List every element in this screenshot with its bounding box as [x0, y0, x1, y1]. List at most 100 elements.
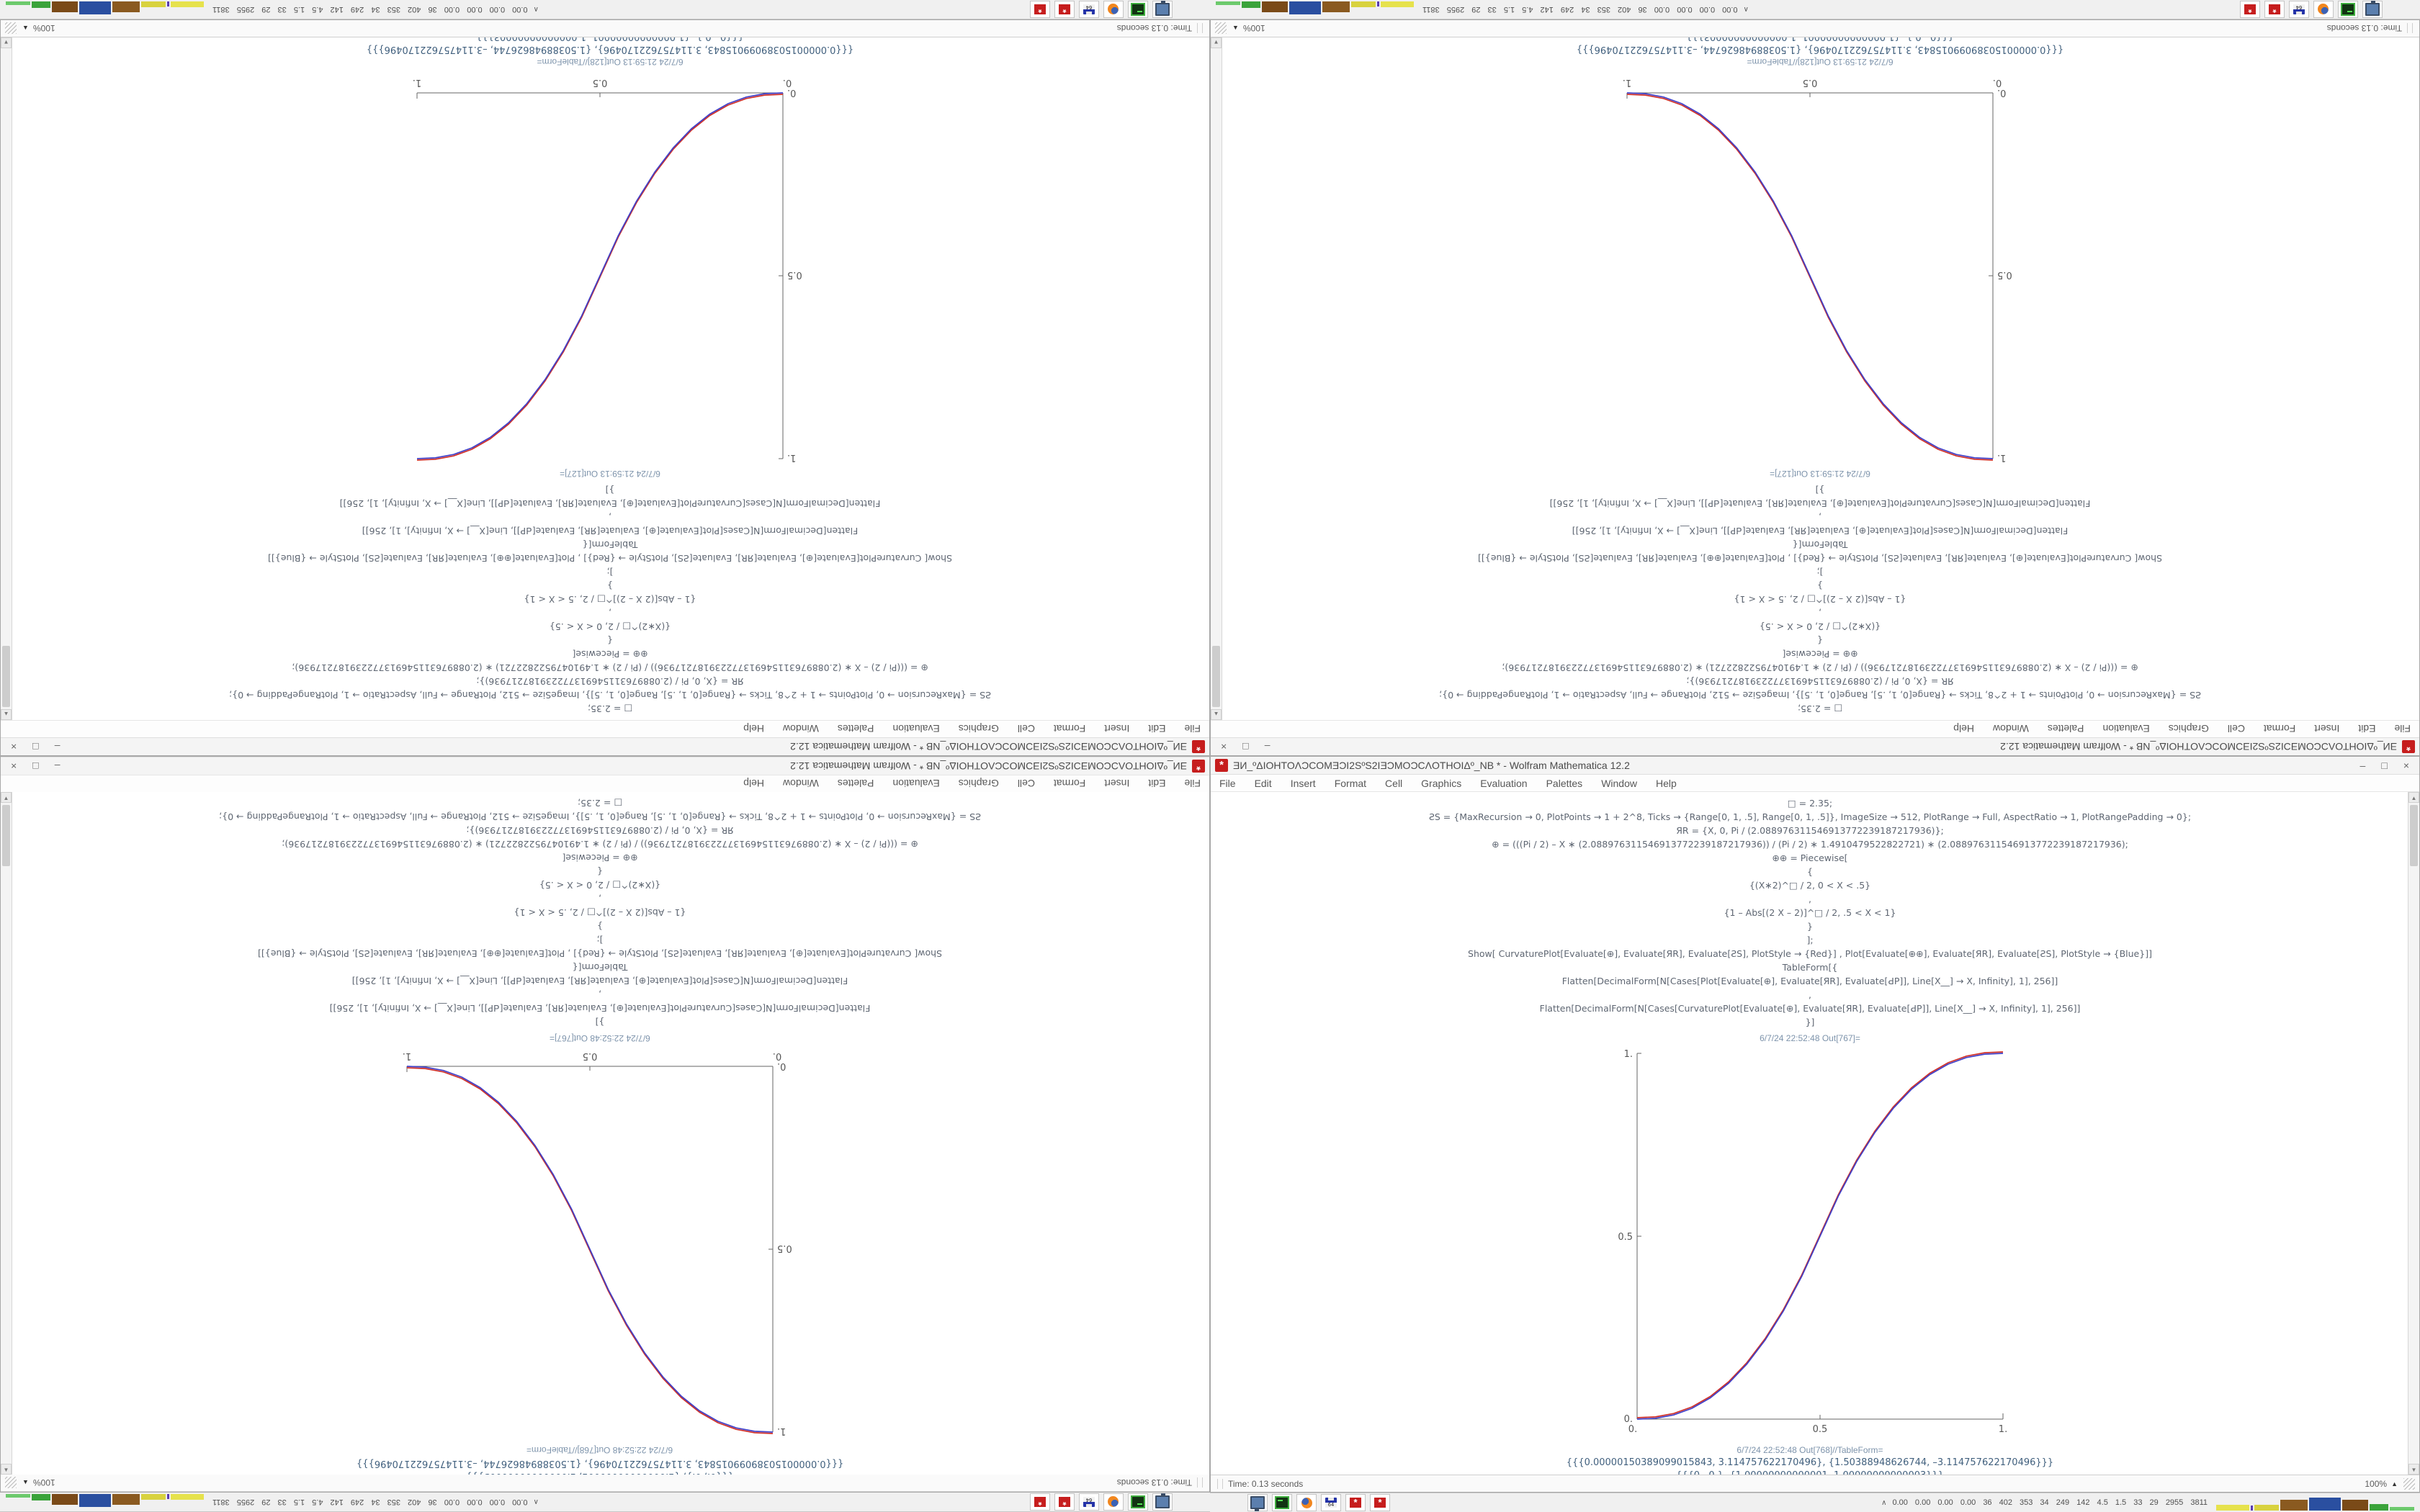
- code-line[interactable]: {1 – Abs[(2 X – 2)]^□ / 2, .5 < X < 1}: [1734, 594, 1906, 605]
- code-line[interactable]: Show[ CurvaturePlot[Evaluate[⊕], Evaluat…: [258, 948, 942, 959]
- code-line[interactable]: }]: [1805, 1017, 1815, 1027]
- taskbar-launcher-computer[interactable]: [1247, 1494, 1268, 1511]
- code-line[interactable]: ];: [1816, 567, 1824, 577]
- code-line[interactable]: }]: [605, 485, 615, 495]
- code-line[interactable]: ⊕ = (((Pi / 2) – X ∗ (2.0889763115469137…: [292, 662, 928, 673]
- show-hidden-icons-chevron[interactable]: ∧: [1881, 1498, 1887, 1507]
- menu-item[interactable]: Insert: [1104, 723, 1130, 735]
- vertical-scrollbar[interactable]: ▲ ▼: [2408, 792, 2419, 1475]
- code-line[interactable]: Flatten[DecimalForm[N[Cases[Plot[Evaluat…: [362, 526, 859, 536]
- menu-item[interactable]: Format: [1053, 723, 1086, 735]
- input-cell-code[interactable]: □ = 2.35; ƧS = {MaxRecursion → 0, PlotPoi…: [4, 796, 1196, 1029]
- taskbar-launcher-terminal[interactable]: [1272, 1494, 1292, 1511]
- minimize-button[interactable]: –: [54, 760, 60, 772]
- scrollbar-thumb[interactable]: [2, 646, 10, 707]
- menu-item[interactable]: Edit: [1148, 778, 1166, 790]
- code-line[interactable]: ,: [599, 894, 601, 904]
- show-hidden-icons-chevron[interactable]: ∧: [533, 5, 539, 14]
- code-line[interactable]: {(X∗2)^□ / 2, 0 < X < .5}: [549, 621, 671, 632]
- code-line[interactable]: {1 – Abs[(2 X – 2)]^□ / 2, .5 < X < 1}: [1724, 907, 1896, 918]
- menu-item[interactable]: Format: [1334, 777, 1367, 789]
- minimize-button[interactable]: –: [54, 741, 60, 752]
- code-line[interactable]: □ = 2.35;: [587, 703, 633, 714]
- code-line[interactable]: ЯR = {X, 0, Pi / (2.08897631154691377223…: [1686, 676, 1954, 687]
- code-line[interactable]: ƧS = {MaxRecursion → 0, PlotPoints → 1 +…: [228, 690, 992, 701]
- menu-item[interactable]: Palettes: [837, 723, 874, 735]
- code-line[interactable]: }: [597, 921, 603, 932]
- code-line[interactable]: ,: [1819, 608, 1821, 618]
- code-line[interactable]: {1 – Abs[(2 X – 2)]^□ / 2, .5 < X < 1}: [514, 907, 686, 918]
- scroll-up-icon[interactable]: ▲: [2408, 792, 2419, 803]
- menu-item[interactable]: Palettes: [2047, 723, 2084, 735]
- scrollbar-thumb[interactable]: [2410, 805, 2418, 866]
- code-line[interactable]: ƧS = {MaxRecursion → 0, PlotPoints → 1 +…: [218, 811, 982, 822]
- vertical-scrollbar[interactable]: ▲ ▼: [1211, 37, 1222, 720]
- code-line[interactable]: ,: [1809, 989, 1811, 1000]
- notebook-area[interactable]: □ = 2.35; ƧS = {MaxRecursion → 0, PlotPoi…: [1, 37, 1209, 720]
- menu-item[interactable]: Graphics: [958, 778, 999, 790]
- code-line[interactable]: {(X∗2)^□ / 2, 0 < X < .5}: [1749, 880, 1871, 891]
- menu-item[interactable]: File: [1184, 723, 1201, 735]
- code-line[interactable]: }]: [1815, 485, 1825, 495]
- code-line[interactable]: ⊕ = (((Pi / 2) – X ∗ (2.0889763115469137…: [1502, 662, 2138, 673]
- maximize-button[interactable]: □: [1242, 741, 1249, 752]
- minimize-button[interactable]: –: [1264, 741, 1270, 752]
- taskbar-launcher-terminal[interactable]: [1128, 1493, 1148, 1511]
- taskbar-launcher-firefox[interactable]: [1103, 1, 1124, 18]
- code-line[interactable]: {: [607, 635, 613, 646]
- window-resize-grip[interactable]: [5, 22, 17, 35]
- notebook-area[interactable]: □ = 2.35; ƧS = {MaxRecursion → 0, PlotPoi…: [1, 792, 1209, 1475]
- maximize-button[interactable]: □: [32, 741, 39, 752]
- code-line[interactable]: Flatten[DecimalForm[N[Cases[Plot[Evaluat…: [1561, 976, 2058, 986]
- window-titlebar[interactable]: * ƎИ_ºΔIOHTOΛƆCOMƎƆI2SºS2IƎƆMOƆCΛOTHOIΔº…: [1, 757, 1209, 775]
- scroll-down-icon[interactable]: ▼: [1, 1464, 12, 1475]
- code-line[interactable]: ƧS = {MaxRecursion → 0, PlotPoints → 1 +…: [1428, 811, 2192, 822]
- code-line[interactable]: Flatten[DecimalForm[N[Cases[CurvaturePlo…: [1539, 1003, 2081, 1014]
- minimize-button[interactable]: –: [2360, 760, 2366, 771]
- code-line[interactable]: □ = 2.35;: [577, 798, 623, 809]
- scroll-up-icon[interactable]: ▲: [1, 709, 12, 720]
- code-line[interactable]: Flatten[DecimalForm[N[Cases[CurvaturePlo…: [339, 498, 881, 509]
- menu-item[interactable]: Palettes: [1546, 777, 1583, 789]
- window-resize-grip[interactable]: [1215, 22, 1227, 35]
- taskbar-launcher-floppy[interactable]: 64: [1079, 1493, 1099, 1511]
- code-line[interactable]: }: [607, 580, 613, 591]
- show-hidden-icons-chevron[interactable]: ∧: [1743, 5, 1749, 14]
- code-line[interactable]: ⊕⊕ = Piecewise[: [1772, 852, 1848, 863]
- code-line[interactable]: {1 – Abs[(2 X – 2)]^□ / 2, .5 < X < 1}: [524, 594, 696, 605]
- menu-item[interactable]: Help: [743, 723, 765, 735]
- menu-item[interactable]: Graphics: [1421, 777, 1462, 789]
- menu-item[interactable]: File: [1219, 777, 1236, 789]
- taskbar-launcher-computer[interactable]: [1152, 1, 1173, 18]
- code-line[interactable]: ƧS = {MaxRecursion → 0, PlotPoints → 1 +…: [1438, 690, 2202, 701]
- menu-item[interactable]: Cell: [2227, 723, 2245, 735]
- window-titlebar[interactable]: * ƎИ_ºΔIOHTOΛƆCOMƎƆI2SºS2IƎƆMOƆCΛOTHOIΔº…: [1211, 757, 2419, 775]
- code-line[interactable]: TableForm[{: [1792, 539, 1848, 550]
- menu-item[interactable]: Evaluation: [892, 723, 940, 735]
- code-line[interactable]: ⊕⊕ = Piecewise[: [562, 852, 638, 863]
- code-line[interactable]: Flatten[DecimalForm[N[Cases[CurvaturePlo…: [1549, 498, 2091, 509]
- menu-item[interactable]: Cell: [1385, 777, 1403, 789]
- input-cell-code[interactable]: □ = 2.35; ƧS = {MaxRecursion → 0, PlotPoi…: [14, 483, 1206, 716]
- code-line[interactable]: Show[ CurvaturePlot[Evaluate[⊕], Evaluat…: [1468, 948, 2152, 959]
- menu-item[interactable]: Help: [1953, 723, 1975, 735]
- scroll-up-icon[interactable]: ▲: [1, 792, 12, 803]
- taskbar-launcher-floppy[interactable]: 64: [2289, 1, 2309, 18]
- menu-item[interactable]: Cell: [1017, 778, 1035, 790]
- menu-item[interactable]: File: [1184, 778, 1201, 790]
- taskbar-launcher-mathematica[interactable]: *: [2240, 1, 2260, 18]
- code-line[interactable]: {(X∗2)^□ / 2, 0 < X < .5}: [539, 880, 661, 891]
- taskbar-launcher-mathematica[interactable]: *: [1054, 1493, 1075, 1511]
- menu-item[interactable]: Format: [2263, 723, 2296, 735]
- code-line[interactable]: {: [1807, 866, 1813, 877]
- menu-item[interactable]: Help: [1655, 777, 1677, 789]
- code-line[interactable]: ,: [599, 989, 601, 1000]
- code-line[interactable]: □ = 2.35;: [1787, 798, 1833, 809]
- taskbar-launcher-floppy[interactable]: 64: [1079, 1, 1099, 18]
- zoom-dropdown-icon[interactable]: ▲: [22, 1479, 29, 1487]
- magnification-control[interactable]: 100% ▲: [2365, 1479, 2398, 1489]
- menu-item[interactable]: Format: [1053, 778, 1086, 790]
- zoom-dropdown-icon[interactable]: ▲: [1232, 24, 1239, 32]
- menu-item[interactable]: Help: [743, 778, 765, 790]
- code-line[interactable]: ,: [609, 608, 611, 618]
